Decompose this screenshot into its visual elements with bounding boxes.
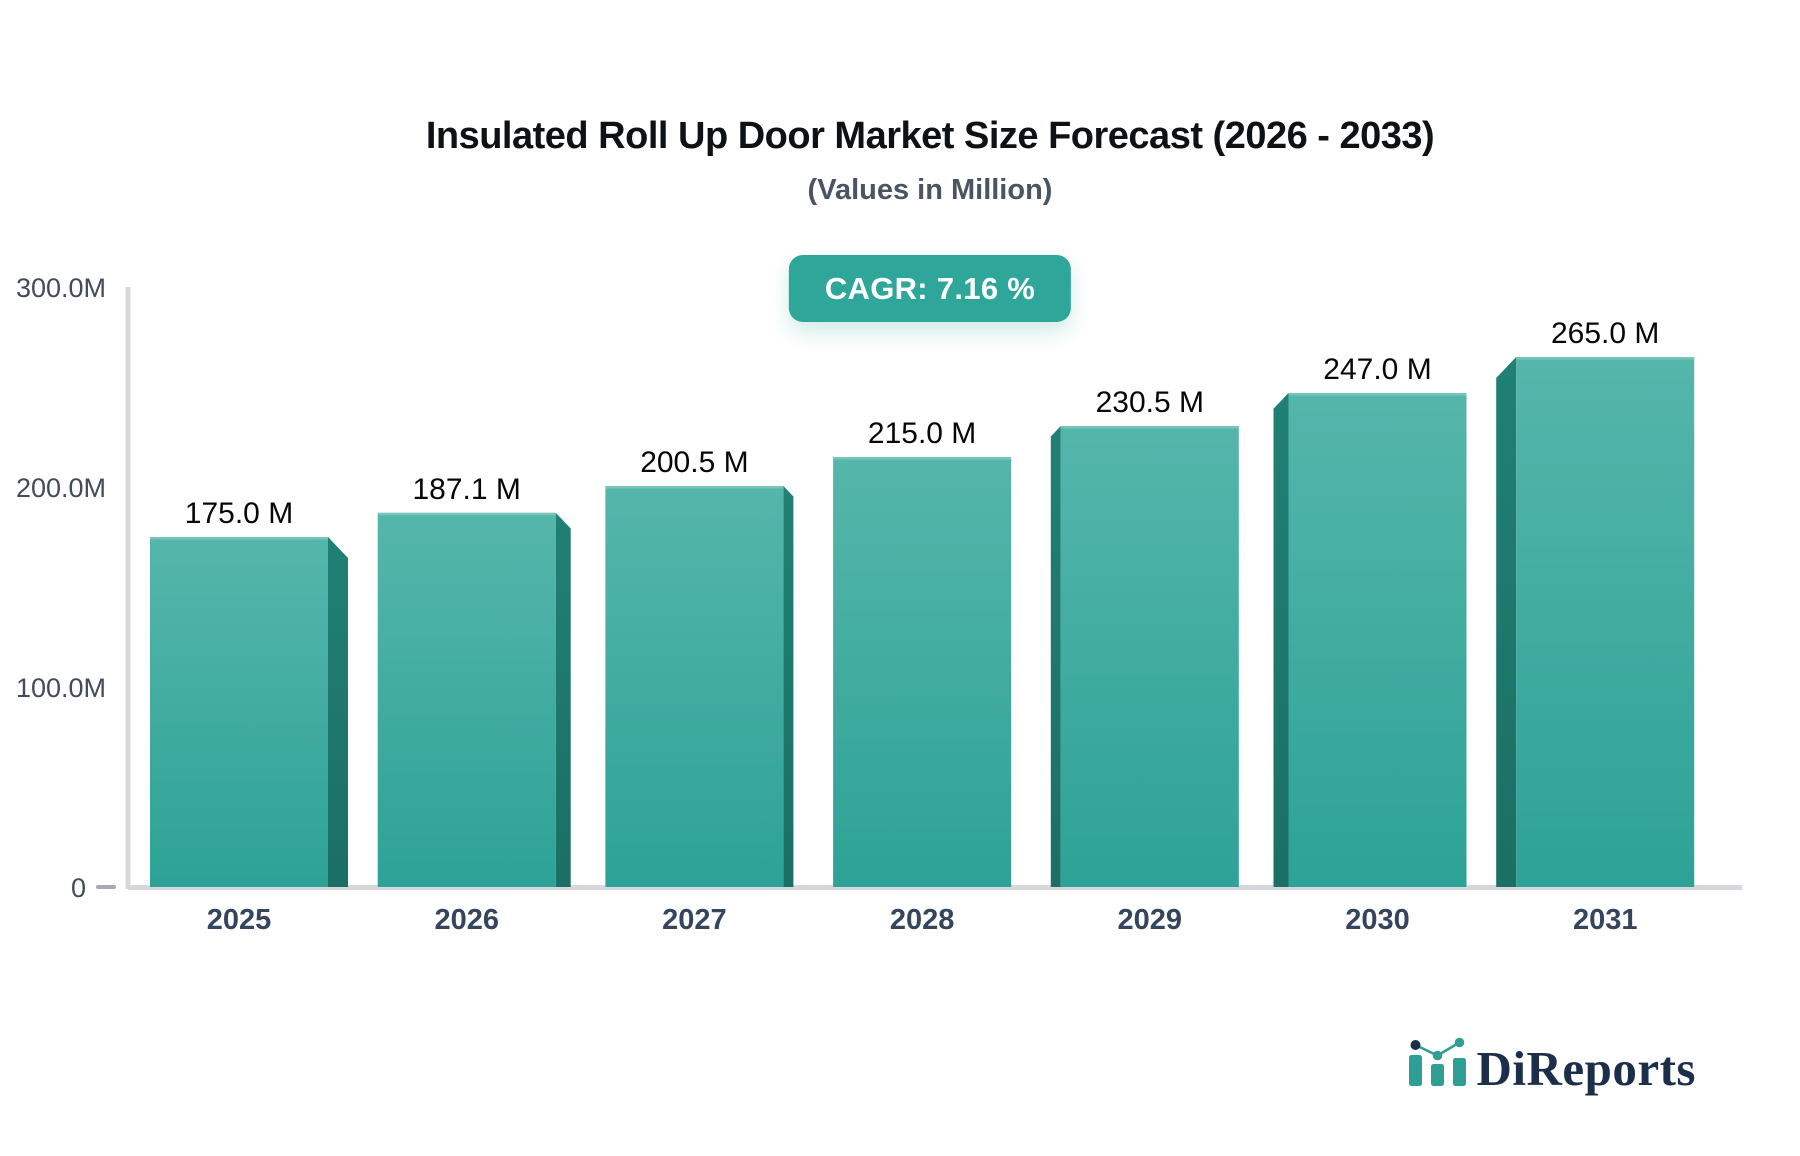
value-label-2027: 200.5 M [640, 446, 748, 479]
y-tick-label-300.0M: 300.0M [16, 273, 106, 303]
value-label-2031: 265.0 M [1551, 317, 1659, 350]
bar-2026 [377, 512, 556, 887]
value-label-2026: 187.1 M [412, 473, 520, 506]
category-label-2028: 2028 [890, 904, 955, 936]
cagr-badge-label: CAGR: 7.16 % [824, 271, 1036, 306]
mini-bar-chart-logo-icon [1409, 1037, 1467, 1086]
bar-2031 [1516, 357, 1695, 887]
category-label-2031: 2031 [1573, 904, 1638, 936]
logo-dot-left [1410, 1040, 1421, 1050]
category-label-2027: 2027 [662, 904, 727, 936]
bar-top-edge-2025 [150, 537, 328, 540]
bar-side-2029 [1050, 426, 1061, 887]
y-axis-line [125, 287, 131, 889]
x-axis-line [128, 885, 1742, 890]
value-label-2025: 175.0 M [185, 497, 293, 530]
cagr-badge: CAGR: 7.16 % [788, 255, 1072, 322]
category-label-2025: 2025 [207, 904, 272, 936]
value-label-2030: 247.0 M [1323, 353, 1431, 386]
bar-top-edge-2027 [605, 486, 784, 489]
zero-tick-mark [96, 885, 116, 889]
category-label-2030: 2030 [1345, 904, 1410, 936]
logo-dot-right [1455, 1037, 1465, 1048]
chart-subtitle: (Values in Million) [807, 174, 1053, 206]
bar-2025 [150, 537, 328, 887]
bar-2030 [1288, 393, 1467, 887]
page-title: Insulated Roll Up Door Market Size Forec… [425, 115, 1435, 157]
bar-2027 [605, 486, 784, 887]
y-tick-label-200.0M: 200.0M [16, 473, 106, 503]
bar-top-edge-2030 [1288, 393, 1467, 396]
bar-top-edge-2028 [833, 457, 1012, 460]
value-label-2029: 230.5 M [1096, 386, 1204, 419]
value-label-2028: 215.0 M [868, 417, 976, 450]
logo-bar-middle [1431, 1064, 1445, 1086]
logo-bar-left [1409, 1055, 1423, 1086]
logo-dot-middle [1433, 1050, 1443, 1061]
bar-top-edge-2026 [377, 512, 556, 516]
bar-side-2030 [1273, 393, 1289, 887]
logo-bar-right [1453, 1058, 1467, 1086]
brand-name: DiReports [1476, 1040, 1696, 1096]
category-label-2029: 2029 [1118, 904, 1183, 936]
bar-2028 [833, 457, 1012, 887]
direports-logo: DiReports [1407, 1036, 1696, 1096]
bar-top-edge-2031 [1516, 357, 1695, 360]
bar-side-2026 [555, 512, 571, 887]
category-label-2026: 2026 [434, 904, 499, 936]
y-tick-label-0: 0 [71, 873, 86, 903]
bar-side-2027 [783, 486, 794, 887]
bar-side-2025 [328, 537, 348, 887]
bar-top-edge-2029 [1060, 426, 1239, 429]
y-tick-label-100.0M: 100.0M [16, 673, 106, 703]
bar-side-2031 [1496, 357, 1517, 887]
bar-2029 [1060, 426, 1239, 887]
